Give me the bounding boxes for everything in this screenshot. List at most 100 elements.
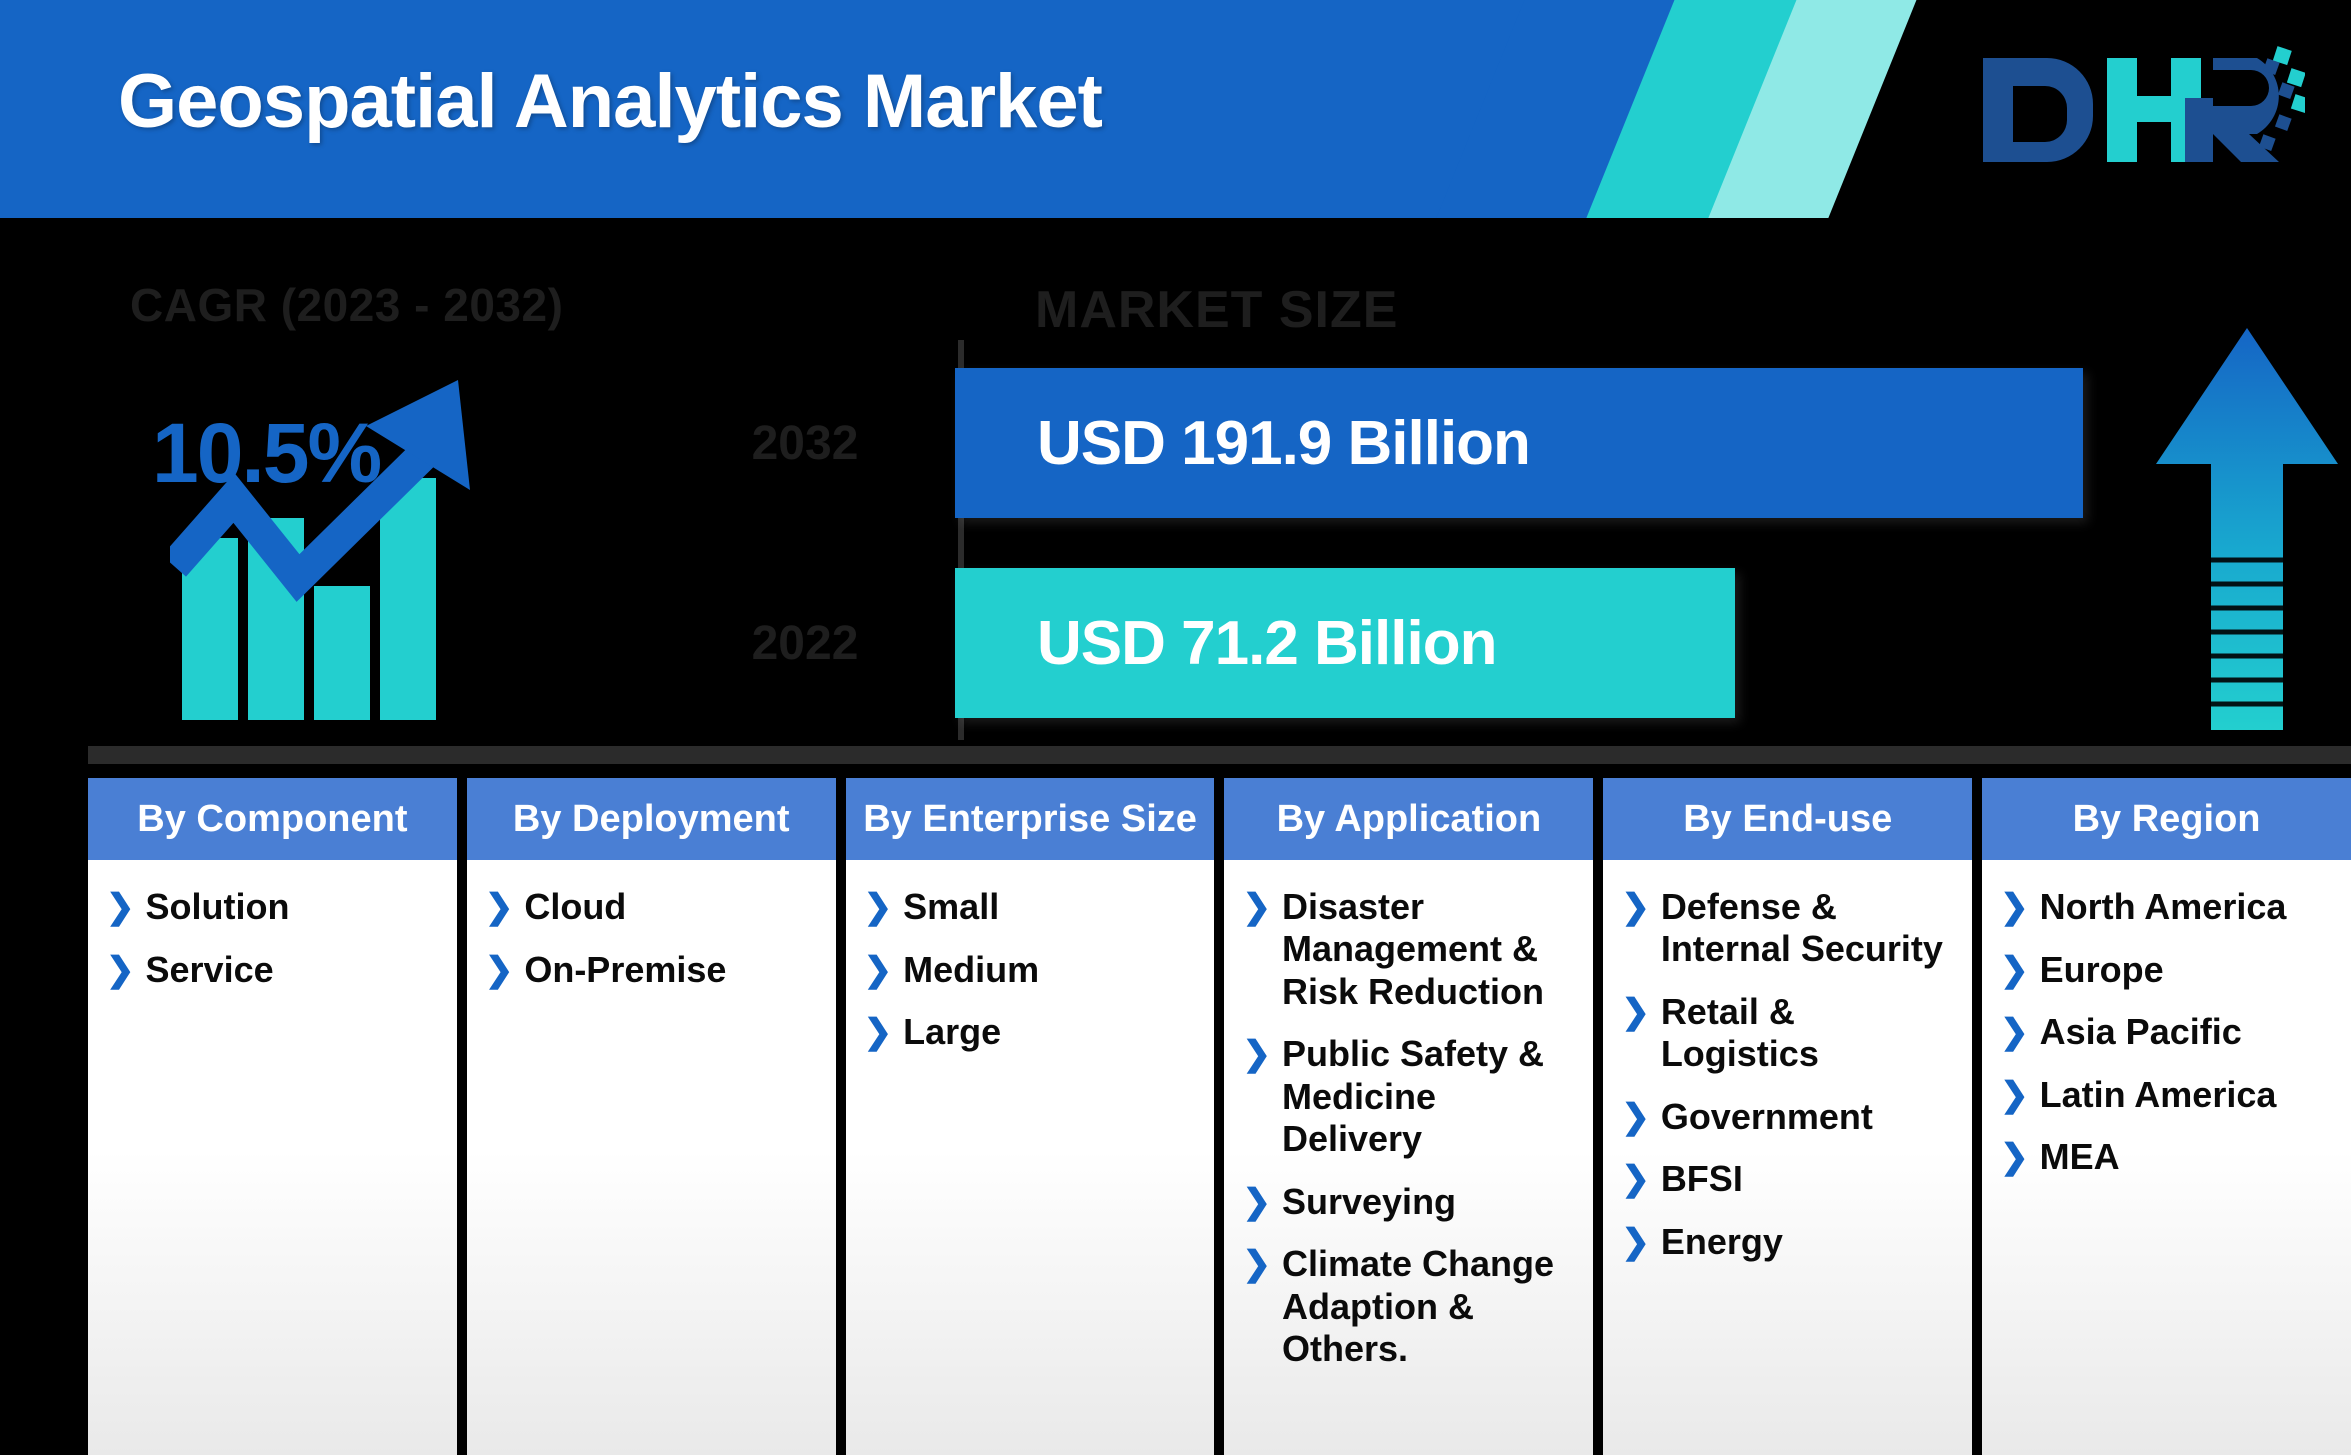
list-item[interactable]: ❯ Asia Pacific bbox=[2000, 1011, 2333, 1054]
list-item[interactable]: ❯ BFSI bbox=[1621, 1158, 1954, 1201]
list-item-label: Defense & Internal Security bbox=[1660, 886, 1943, 970]
page-title: Geospatial Analytics Market bbox=[118, 59, 1103, 144]
list-item[interactable]: ❯ Disaster Management & Risk Reduction bbox=[1242, 886, 1575, 1013]
list-item[interactable]: ❯ North America bbox=[2000, 886, 2333, 929]
list-item[interactable]: ❯ Europe bbox=[2000, 949, 2333, 992]
segment-column-application: By Application ❯ Disaster Management & R… bbox=[1224, 778, 1594, 1455]
list-item[interactable]: ❯ On-Premise bbox=[485, 949, 818, 992]
chevron-right-icon: ❯ bbox=[2000, 950, 2029, 989]
list-item-label: Asia Pacific bbox=[2039, 1011, 2242, 1052]
list-item[interactable]: ❯ Large bbox=[864, 1011, 1197, 1054]
list-item-label: MEA bbox=[2039, 1136, 2120, 1177]
chevron-right-icon: ❯ bbox=[1621, 1097, 1650, 1136]
growth-chart-icon bbox=[162, 380, 470, 720]
segment-column-deployment: By Deployment ❯ Cloud ❯ On-Premise bbox=[466, 778, 836, 1455]
segment-list-end-use: ❯ Defense & Internal Security ❯ Retail &… bbox=[1603, 860, 1972, 1293]
market-size-bar-forecast: USD 191.9 Billion bbox=[955, 368, 2083, 518]
segment-column-enterprise-size: By Enterprise Size ❯ Small ❯ Medium ❯ La… bbox=[845, 778, 1215, 1455]
chevron-right-icon: ❯ bbox=[1242, 1245, 1271, 1284]
chevron-right-icon: ❯ bbox=[484, 888, 514, 926]
segment-column-region: By Region ❯ North America ❯ Europe ❯ Asi… bbox=[1982, 778, 2351, 1455]
header-background bbox=[0, 0, 1620, 218]
list-item[interactable]: ❯ Medium bbox=[864, 949, 1197, 992]
dhr-logo bbox=[1975, 40, 2310, 180]
market-size-bar-base: USD 71.2 Billion bbox=[955, 568, 1735, 718]
chevron-right-icon: ❯ bbox=[1242, 1035, 1271, 1074]
list-item-label: Disaster Management & Risk Reduction bbox=[1281, 886, 1545, 1012]
list-item-label: Climate Change Adaption & Others. bbox=[1281, 1243, 1555, 1370]
list-item[interactable]: ❯ Cloud bbox=[485, 886, 818, 929]
section-divider bbox=[88, 746, 2351, 764]
market-size-row-base: 2022 USD 71.2 Billion bbox=[655, 568, 1735, 718]
chevron-right-icon: ❯ bbox=[1621, 1160, 1650, 1199]
chevron-right-icon: ❯ bbox=[2000, 1075, 2029, 1114]
list-item[interactable]: ❯ Small bbox=[864, 886, 1197, 929]
segment-list-region: ❯ North America ❯ Europe ❯ Asia Pacific … bbox=[1982, 860, 2351, 1209]
chevron-right-icon: ❯ bbox=[1621, 888, 1650, 926]
segment-list-deployment: ❯ Cloud ❯ On-Premise bbox=[467, 860, 836, 1021]
list-item-label: Service bbox=[145, 948, 274, 990]
list-item-label: BFSI bbox=[1660, 1158, 1743, 1200]
chevron-right-icon: ❯ bbox=[2000, 1138, 2029, 1176]
segment-header-component: By Component bbox=[88, 778, 457, 860]
list-item-label: North America bbox=[2039, 886, 2287, 927]
list-item-label: Public Safety & Medicine Delivery bbox=[1281, 1033, 1545, 1160]
list-item-label: On-Premise bbox=[524, 948, 727, 990]
growth-arrow-icon bbox=[2152, 322, 2342, 732]
cagr-value: 10.5% bbox=[152, 406, 382, 500]
list-item[interactable]: ❯ Latin America bbox=[2000, 1074, 2333, 1117]
list-item[interactable]: ❯ Government bbox=[1621, 1096, 1954, 1139]
segment-column-end-use: By End-use ❯ Defense & Internal Security… bbox=[1603, 778, 1973, 1455]
chevron-right-icon: ❯ bbox=[1242, 1182, 1271, 1221]
chevron-right-icon: ❯ bbox=[106, 888, 135, 926]
chevron-right-icon: ❯ bbox=[1621, 1222, 1650, 1261]
list-item[interactable]: ❯ Energy bbox=[1621, 1221, 1954, 1264]
list-item[interactable]: ❯ Service bbox=[106, 949, 439, 992]
segmentation-table: By Component ❯ Solution ❯ Service By Dep… bbox=[88, 778, 2351, 1455]
chevron-right-icon: ❯ bbox=[1242, 888, 1271, 926]
chevron-right-icon: ❯ bbox=[106, 950, 135, 989]
list-item[interactable]: ❯ Retail & Logistics bbox=[1621, 991, 1954, 1076]
segment-header-end-use: By End-use bbox=[1603, 778, 1973, 860]
chevron-right-icon: ❯ bbox=[863, 888, 893, 926]
chevron-right-icon: ❯ bbox=[2000, 1013, 2029, 1051]
list-item[interactable]: ❯ MEA bbox=[2000, 1136, 2333, 1179]
list-item[interactable]: ❯ Defense & Internal Security bbox=[1621, 886, 1954, 971]
cagr-label-text: CAGR (2023 - 2032) bbox=[130, 279, 564, 331]
list-item-label: Cloud bbox=[524, 886, 627, 927]
segment-header-enterprise-size: By Enterprise Size bbox=[845, 778, 1215, 860]
chevron-right-icon: ❯ bbox=[863, 1013, 893, 1051]
segment-list-component: ❯ Solution ❯ Service bbox=[88, 860, 457, 1021]
segment-header-region: By Region bbox=[1982, 778, 2351, 860]
chevron-right-icon: ❯ bbox=[863, 950, 893, 989]
chevron-right-icon: ❯ bbox=[2000, 888, 2029, 926]
market-size-year-base: 2022 bbox=[751, 616, 859, 670]
list-item[interactable]: ❯ Public Safety & Medicine Delivery bbox=[1242, 1033, 1575, 1160]
segment-header-deployment: By Deployment bbox=[466, 778, 836, 860]
list-item-label: Retail & Logistics bbox=[1660, 990, 1819, 1075]
up-arrow-icon bbox=[2156, 328, 2338, 730]
cagr-growth-chart-icon bbox=[162, 370, 590, 740]
list-item-label: Latin America bbox=[2039, 1073, 2277, 1115]
list-item-label: Government bbox=[1660, 1095, 1873, 1137]
list-item-label: Energy bbox=[1660, 1220, 1783, 1262]
segment-list-enterprise-size: ❯ Small ❯ Medium ❯ Large bbox=[846, 860, 1215, 1084]
cagr-label: CAGR (2023 - 2032) bbox=[130, 278, 563, 332]
chevron-right-icon: ❯ bbox=[1621, 992, 1650, 1031]
list-item[interactable]: ❯ Solution bbox=[106, 886, 439, 929]
list-item-label: Surveying bbox=[1281, 1180, 1457, 1222]
segment-column-component: By Component ❯ Solution ❯ Service bbox=[88, 778, 457, 1455]
list-item[interactable]: ❯ Climate Change Adaption & Others. bbox=[1242, 1243, 1575, 1370]
list-item-label: Europe bbox=[2039, 948, 2164, 990]
list-item[interactable]: ❯ Surveying bbox=[1242, 1181, 1575, 1224]
market-size-year-forecast: 2032 bbox=[751, 416, 859, 470]
list-item-label: Medium bbox=[903, 948, 1040, 990]
list-item-label: Large bbox=[903, 1011, 1002, 1052]
segment-list-application: ❯ Disaster Management & Risk Reduction ❯… bbox=[1224, 860, 1593, 1401]
dhr-logo-icon bbox=[1983, 46, 2310, 162]
market-size-row-forecast: 2032 USD 191.9 Billion bbox=[655, 368, 2083, 518]
page-header: Geospatial Analytics Market bbox=[0, 0, 2351, 218]
chevron-right-icon: ❯ bbox=[484, 950, 514, 989]
list-item-label: Solution bbox=[145, 886, 290, 927]
segment-header-application: By Application bbox=[1224, 778, 1594, 860]
